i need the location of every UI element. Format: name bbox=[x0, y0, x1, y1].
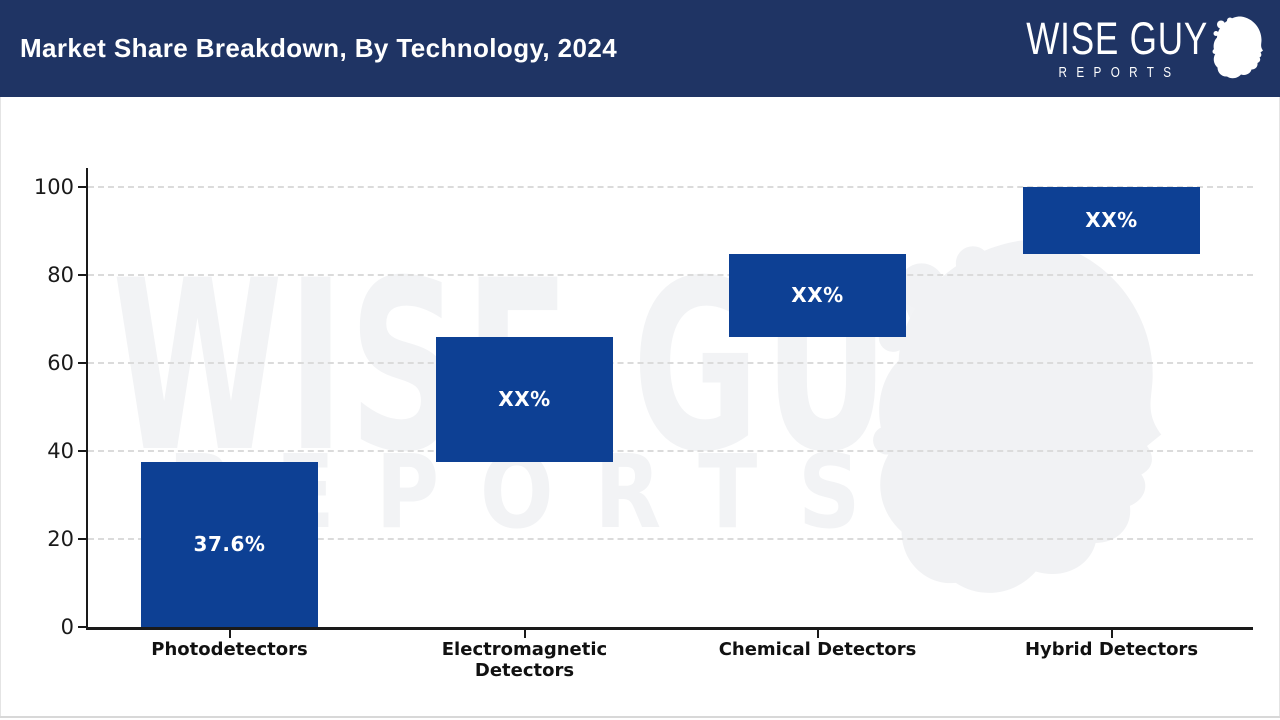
gridline-20 bbox=[88, 538, 1253, 540]
gridline-60 bbox=[88, 362, 1253, 364]
brand-logo-line2: REPORTS bbox=[1058, 64, 1181, 81]
bar-value-label: 37.6% bbox=[193, 532, 266, 557]
y-tick-mark-100 bbox=[78, 186, 87, 188]
x-tick-mark-3 bbox=[816, 630, 819, 638]
category-label-1: Photodetectors bbox=[151, 639, 308, 660]
bar-chemical-detectors: XX% bbox=[729, 253, 906, 337]
y-tick-label-20: 20 bbox=[47, 527, 74, 551]
page-border-left bbox=[0, 97, 1, 718]
bar-photodetectors: 37.6% bbox=[141, 461, 318, 627]
gridline-80 bbox=[88, 274, 1253, 276]
y-tick-label-0: 0 bbox=[60, 615, 74, 639]
brand-head-icon bbox=[1212, 16, 1263, 78]
y-tick-mark-80 bbox=[78, 274, 87, 276]
brand-logo: WISE GUY REPORTS bbox=[975, 0, 1270, 97]
y-tick-label-60: 60 bbox=[47, 351, 74, 375]
y-tick-mark-0 bbox=[78, 626, 87, 628]
y-tick-mark-60 bbox=[78, 362, 87, 364]
brand-logo-line1: WISE GUY bbox=[1026, 13, 1208, 64]
y-tick-label-100: 100 bbox=[33, 175, 74, 199]
category-label-3: Chemical Detectors bbox=[718, 639, 917, 660]
y-tick-mark-20 bbox=[78, 538, 87, 540]
bar-value-label: XX% bbox=[498, 387, 551, 412]
y-tick-label-40: 40 bbox=[47, 439, 74, 463]
category-label-2: Electromagnetic Detectors bbox=[441, 639, 608, 681]
y-axis-line bbox=[86, 168, 88, 628]
y-tick-mark-40 bbox=[78, 450, 87, 452]
watermark-head-icon bbox=[873, 240, 1162, 593]
y-tick-label-80: 80 bbox=[47, 263, 74, 287]
bar-value-label: XX% bbox=[1085, 208, 1138, 233]
x-tick-mark-1 bbox=[228, 630, 231, 638]
bar-value-label: XX% bbox=[791, 283, 844, 308]
page-border-bottom bbox=[0, 716, 1280, 718]
bar-electromagnetic-detectors: XX% bbox=[436, 336, 613, 462]
x-tick-mark-4 bbox=[1110, 630, 1113, 638]
gridline-100 bbox=[88, 186, 1253, 188]
bar-hybrid-detectors: XX% bbox=[1023, 187, 1200, 254]
x-tick-mark-2 bbox=[523, 630, 526, 638]
chart-title: Market Share Breakdown, By Technology, 2… bbox=[20, 33, 618, 63]
brand-logo-text: WISE GUY REPORTS bbox=[1026, 16, 1208, 81]
x-axis-line bbox=[86, 627, 1253, 630]
category-label-4: Hybrid Detectors bbox=[1024, 639, 1199, 660]
gridline-40 bbox=[88, 450, 1253, 452]
header-bar: Market Share Breakdown, By Technology, 2… bbox=[0, 0, 1280, 97]
